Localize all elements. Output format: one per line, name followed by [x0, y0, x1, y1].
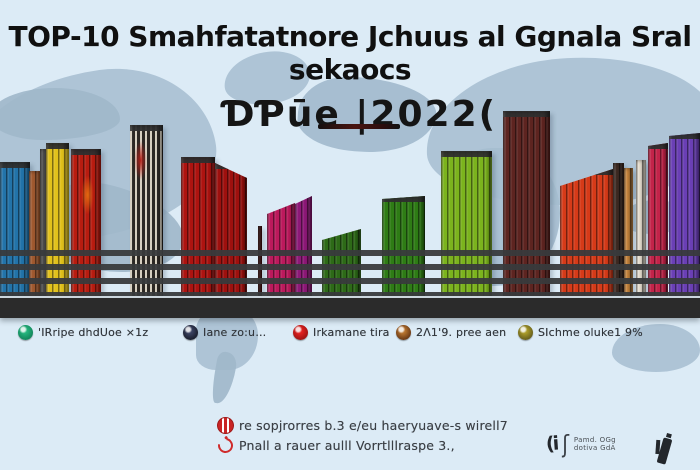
- legend-item-5: SIchme oluke1 9%: [518, 324, 643, 340]
- platform-base: [0, 296, 700, 318]
- footnote-text: Pnall a rauer aulll Vorrtlllraspe 3.,: [239, 438, 455, 453]
- legend-label: Irkamane tira: [313, 325, 390, 339]
- red-pause-badge-icon: [218, 418, 233, 433]
- legend-dot-navy-icon: [183, 324, 198, 340]
- legend-item-1: 'IRripe dhdUoe ×1z: [18, 324, 149, 340]
- legend-dot-copper-icon: [396, 324, 411, 340]
- legend-label: SIchme oluke1 9%: [538, 325, 643, 339]
- legend-label: 'IRripe dhdUoe ×1z: [38, 325, 149, 339]
- map-australia: [612, 324, 700, 372]
- map-canada-arctic: [0, 88, 120, 140]
- legend-item-4: 2Ʌ1'9. pree aen: [396, 324, 507, 340]
- subtitle-underline: [318, 124, 400, 129]
- red-smile-badge-icon: [215, 435, 236, 456]
- footnotes: re sopjrorres b.3 e/eu haeryuave-s wirel…: [215, 418, 508, 458]
- logo-caption-line1: Pamd. OGg: [573, 436, 616, 444]
- legend-label: Iane zo:u…: [203, 325, 267, 339]
- page-title: TOP-10 Smahfatatnore Jchuus al Ggnala Sr…: [8, 20, 692, 86]
- legend-label: 2Ʌ1'9. pree aen: [416, 325, 507, 339]
- legend-dot-olive-icon: [518, 324, 533, 340]
- legend-dot-green-icon: [18, 324, 33, 340]
- bar: [40, 149, 49, 302]
- logo-mark: (i: [545, 432, 558, 456]
- footnote-row-1: re sopjrorres b.3 e/eu haeryuave-s wirel…: [218, 418, 508, 433]
- logo-divider: ʃ: [562, 429, 569, 459]
- legend-item-3: Irkamane tira: [293, 324, 390, 340]
- footer-logo: (i ʃ Pamd. OGg dotiva GdA: [545, 429, 616, 459]
- footnote-row-2: Pnall a rauer aulll Vorrtlllraspe 3.,: [215, 435, 508, 456]
- logo-caption-line2: dotiva GdA: [573, 444, 616, 452]
- legend-dot-red-icon: [293, 324, 308, 340]
- bar: [613, 163, 624, 302]
- platform-rails: [0, 250, 700, 298]
- header: TOP-10 Smahfatatnore Jchuus al Ggnala Sr…: [0, 0, 700, 135]
- legend-item-2: Iane zo:u…: [183, 324, 267, 340]
- bar: [624, 168, 633, 302]
- logo-caption: Pamd. OGg dotiva GdA: [574, 436, 616, 452]
- bar: [636, 160, 646, 302]
- footnote-text: re sopjrorres b.3 e/eu haeryuave-s wirel…: [239, 418, 508, 433]
